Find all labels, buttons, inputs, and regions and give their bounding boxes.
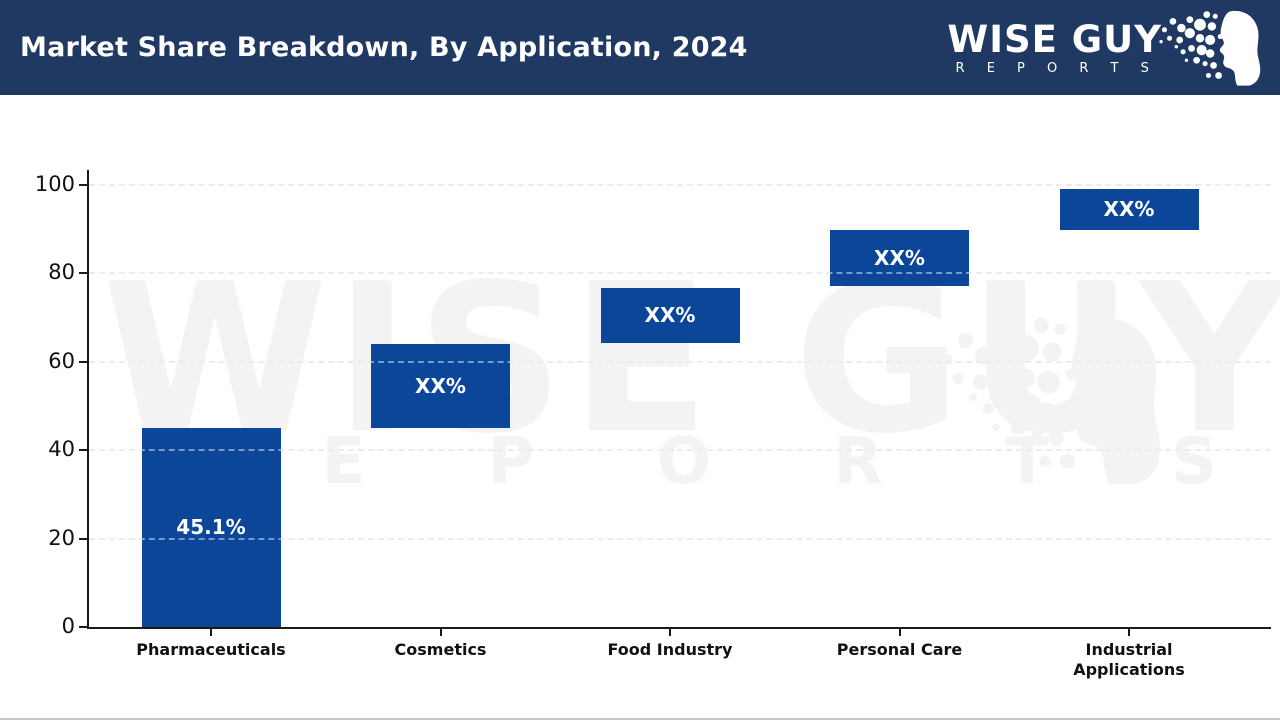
x-tick-mark bbox=[1128, 629, 1130, 636]
gridline-overlay bbox=[89, 449, 1271, 452]
gridline-overlay bbox=[89, 272, 1271, 275]
y-tick-mark bbox=[79, 184, 87, 186]
header: Market Share Breakdown, By Application, … bbox=[0, 0, 1280, 95]
bar-value-label: XX% bbox=[1103, 197, 1155, 222]
bottom-border bbox=[0, 718, 1280, 720]
x-tick-label-industrial-applications: Industrial Applications bbox=[1073, 640, 1185, 679]
y-tick-label: 100 bbox=[34, 172, 75, 196]
page-title: Market Share Breakdown, By Application, … bbox=[20, 32, 748, 63]
watermark-text-secondary: R E P O R T S bbox=[150, 425, 1268, 499]
x-tick-label-personal-care: Personal Care bbox=[836, 640, 963, 659]
bar-value-label: 45.1% bbox=[176, 515, 246, 540]
y-axis bbox=[87, 170, 89, 629]
y-tick-label: 80 bbox=[48, 260, 75, 285]
x-tick-label-pharmaceuticals: Pharmaceuticals bbox=[136, 640, 286, 659]
bar-segment-industrial-applications: XX% bbox=[1059, 188, 1199, 230]
logo-text-primary: WISE GUY bbox=[947, 17, 1162, 61]
gridline bbox=[89, 272, 1271, 275]
x-tick-mark bbox=[210, 629, 212, 636]
gridline-overlay bbox=[89, 537, 1271, 540]
y-tick-mark bbox=[79, 537, 87, 540]
x-axis bbox=[87, 627, 1271, 629]
y-tick-mark bbox=[79, 626, 87, 628]
logo: WISE GUY R E P O R T S bbox=[947, 7, 1280, 89]
y-tick-mark bbox=[79, 449, 87, 452]
logo-text: WISE GUY R E P O R T S bbox=[947, 21, 1162, 75]
logo-text-secondary: R E P O R T S bbox=[955, 60, 1158, 76]
y-tick-label: 20 bbox=[48, 525, 75, 550]
bar-value-label: XX% bbox=[644, 303, 696, 328]
gridline bbox=[89, 184, 1271, 186]
y-tick-mark bbox=[79, 272, 87, 275]
bar-value-label: XX% bbox=[415, 373, 466, 398]
bar-value-label: XX% bbox=[874, 246, 925, 271]
gridline-overlay bbox=[89, 184, 1271, 186]
gridline bbox=[89, 449, 1271, 452]
bar-segment-food-industry: XX% bbox=[600, 287, 740, 343]
logo-face-icon bbox=[1159, 10, 1261, 86]
x-tick-mark bbox=[898, 629, 901, 636]
y-tick-label: 0 bbox=[61, 614, 75, 638]
bar-segment-pharmaceuticals: 45.1% bbox=[141, 427, 281, 627]
bar-segment-cosmetics: XX% bbox=[371, 343, 510, 428]
gridline-overlay bbox=[89, 360, 1271, 363]
gridline bbox=[89, 360, 1271, 363]
x-tick-mark bbox=[439, 629, 442, 636]
y-tick-label: 60 bbox=[48, 348, 75, 373]
y-tick-mark bbox=[79, 360, 87, 363]
watermark-face-icon bbox=[935, 317, 1161, 484]
x-tick-mark bbox=[669, 629, 671, 636]
gridline bbox=[89, 537, 1271, 540]
bar-segment-personal-care: XX% bbox=[830, 230, 969, 287]
x-tick-label-food-industry: Food Industry bbox=[607, 640, 733, 659]
y-tick-label: 40 bbox=[48, 437, 75, 462]
x-tick-label-cosmetics: Cosmetics bbox=[394, 640, 487, 659]
